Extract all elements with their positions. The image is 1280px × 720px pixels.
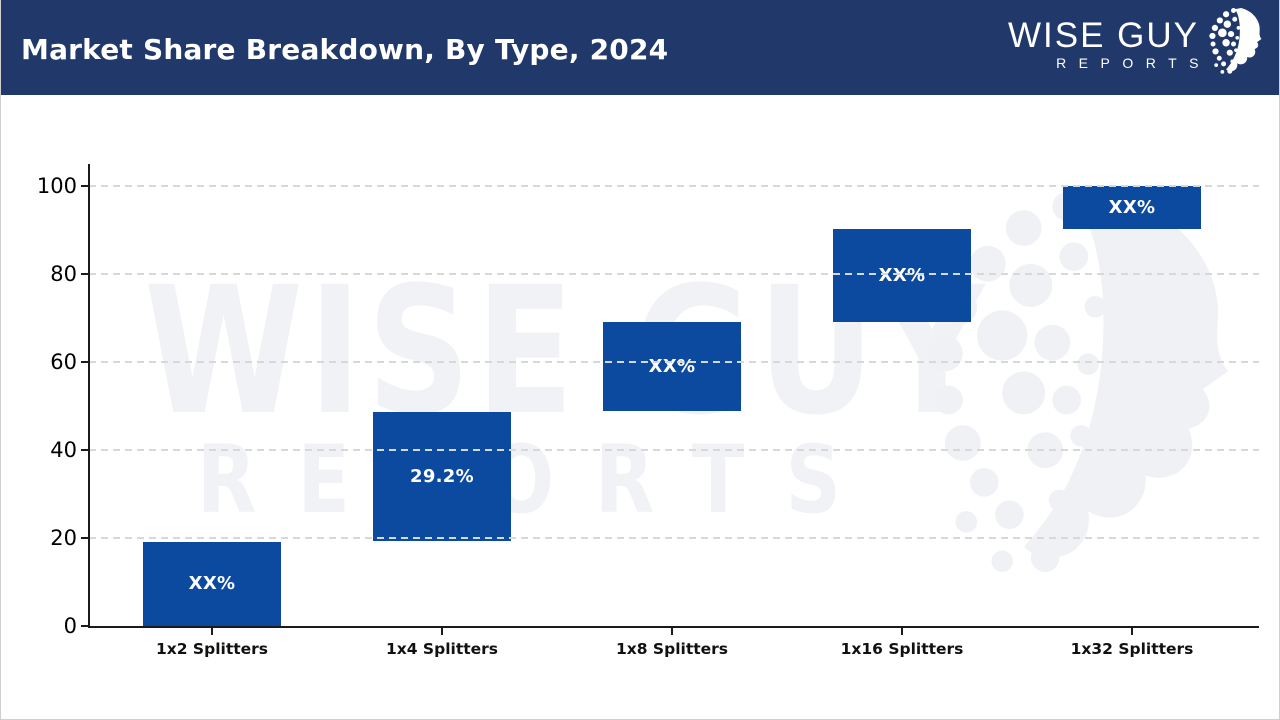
x-tick-mark-1 — [441, 628, 443, 635]
y-tick-label-40: 40 — [50, 438, 77, 462]
logo-primary-text: WISE GUY — [1007, 16, 1199, 55]
logo-secondary-text: REPORTS — [1056, 55, 1211, 71]
bar-value-label: XX% — [188, 573, 236, 595]
bar-value-label: 29.2% — [410, 465, 474, 487]
logo-face-icon — [1205, 6, 1267, 82]
y-tick-label-80: 80 — [50, 262, 77, 286]
logo-text: WISE GUY REPORTS — [1007, 16, 1199, 72]
x-tick-mark-0 — [211, 628, 213, 635]
y-tick-label-20: 20 — [50, 526, 77, 550]
x-category-label-3: 1x16 Splitters — [840, 640, 964, 658]
bar-value-label: XX% — [1108, 197, 1156, 219]
gridline-80 — [89, 273, 1259, 275]
y-tick-label-60: 60 — [50, 350, 77, 374]
y-tick-mark-80 — [81, 273, 89, 275]
y-axis — [88, 164, 90, 628]
header: Market Share Breakdown, By Type, 2024 WI… — [1, 0, 1279, 95]
gridline-60 — [89, 361, 1259, 363]
bar-1x8-splitters: XX% — [603, 321, 741, 411]
x-category-label-4: 1x32 Splitters — [1070, 640, 1194, 658]
y-tick-mark-0 — [81, 625, 89, 627]
chart-title: Market Share Breakdown, By Type, 2024 — [21, 33, 669, 66]
bar-value-label: XX% — [878, 265, 926, 287]
gridline-40 — [89, 449, 1259, 451]
y-tick-mark-20 — [81, 537, 89, 539]
bar-1x4-splitters: 29.2% — [373, 412, 511, 541]
gridline-100 — [89, 185, 1259, 187]
x-category-label-2: 1x8 Splitters — [615, 640, 729, 658]
y-tick-mark-100 — [81, 185, 89, 187]
y-tick-mark-60 — [81, 361, 89, 363]
y-tick-label-0: 0 — [63, 614, 77, 638]
x-tick-mark-2 — [671, 628, 673, 635]
x-tick-mark-4 — [1131, 628, 1133, 635]
x-tick-mark-3 — [901, 628, 903, 635]
y-tick-mark-40 — [81, 449, 89, 451]
x-category-label-1: 1x4 Splitters — [385, 640, 499, 658]
bar-1x2-splitters: XX% — [143, 541, 281, 626]
bar-value-label: XX% — [648, 355, 696, 377]
x-category-label-0: 1x2 Splitters — [155, 640, 269, 658]
y-tick-label-100: 100 — [36, 174, 77, 198]
gridline-20 — [89, 537, 1259, 539]
brand-logo: WISE GUY REPORTS — [1008, 6, 1267, 82]
x-axis — [88, 626, 1259, 628]
bar-1x16-splitters: XX% — [833, 229, 971, 322]
bar-1x32-splitters: XX% — [1063, 186, 1201, 230]
